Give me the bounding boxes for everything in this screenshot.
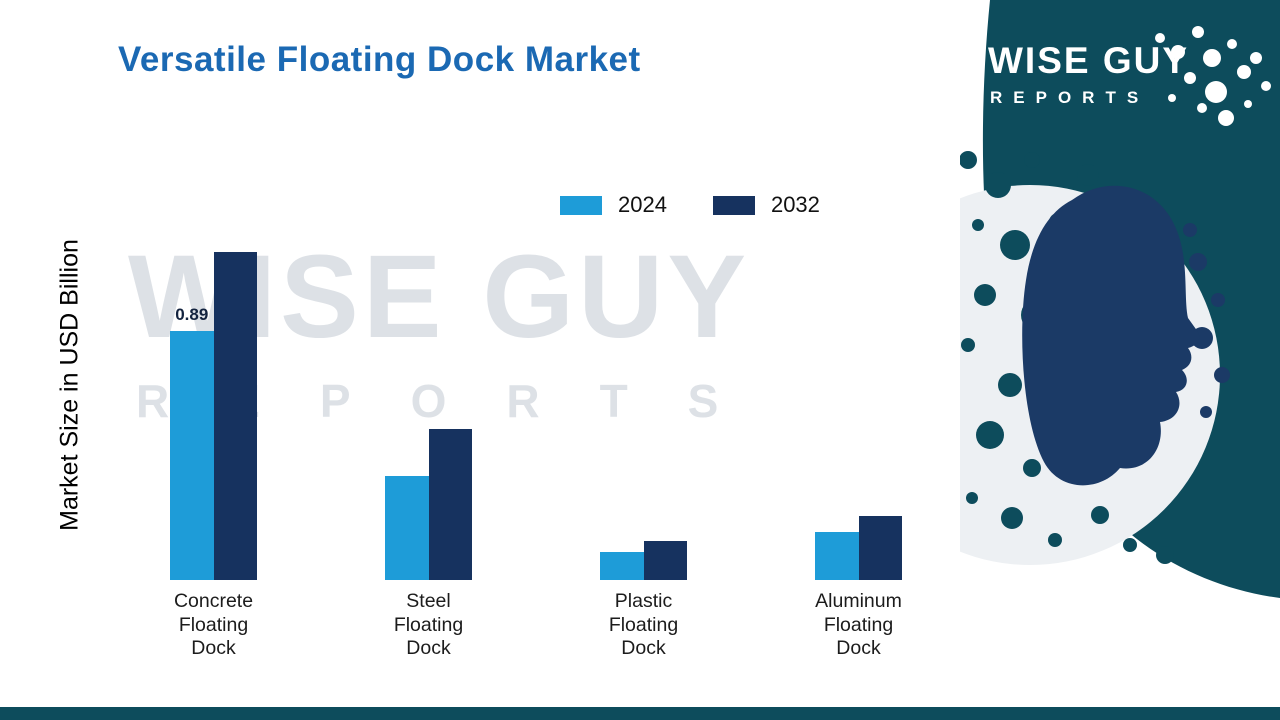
brand-artwork <box>960 0 1280 598</box>
bar-2032-steel-floating-dock <box>428 429 472 580</box>
bar-2024-concrete-floating-dock <box>170 331 214 580</box>
legend-label: 2032 <box>770 192 820 217</box>
brand-logo-subname: REPORTS <box>990 88 1150 107</box>
brand-logo-name: WISE GUY <box>988 40 1190 81</box>
y-axis-label: Market Size in USD Billion <box>55 239 84 531</box>
category-label: Steel Floating Dock <box>393 590 464 659</box>
page-title: Versatile Floating Dock Market <box>118 40 641 79</box>
category-label: Plastic Floating Dock <box>608 590 679 659</box>
footer-bar <box>0 707 1280 720</box>
category-label: Concrete Floating Dock <box>173 590 254 659</box>
bar-2024-steel-floating-dock <box>385 476 429 580</box>
legend-item-2024: 2024 <box>560 192 667 218</box>
legend-label: 2024 <box>618 192 667 217</box>
bar-2032-concrete-floating-dock <box>213 252 257 580</box>
bar-2024-plastic-floating-dock <box>600 552 644 580</box>
bar-2032-aluminum-floating-dock <box>858 516 902 580</box>
white-dots-pattern <box>1155 26 1271 126</box>
bar-value-label: 0.89 <box>175 305 209 324</box>
category-label: Aluminum Floating Dock <box>815 590 902 659</box>
legend-swatch-2024 <box>560 195 602 215</box>
face-profile-silhouette <box>1022 185 1200 486</box>
brand-logo: WISE GUY REPORTS <box>988 42 1189 108</box>
bar-2024-aluminum-floating-dock <box>815 532 859 580</box>
legend-swatch-2032 <box>712 195 755 215</box>
legend-item-2032: 2032 <box>712 192 820 218</box>
chart-legend: 2024 2032 <box>560 192 820 218</box>
bar-2032-plastic-floating-dock <box>643 541 687 580</box>
